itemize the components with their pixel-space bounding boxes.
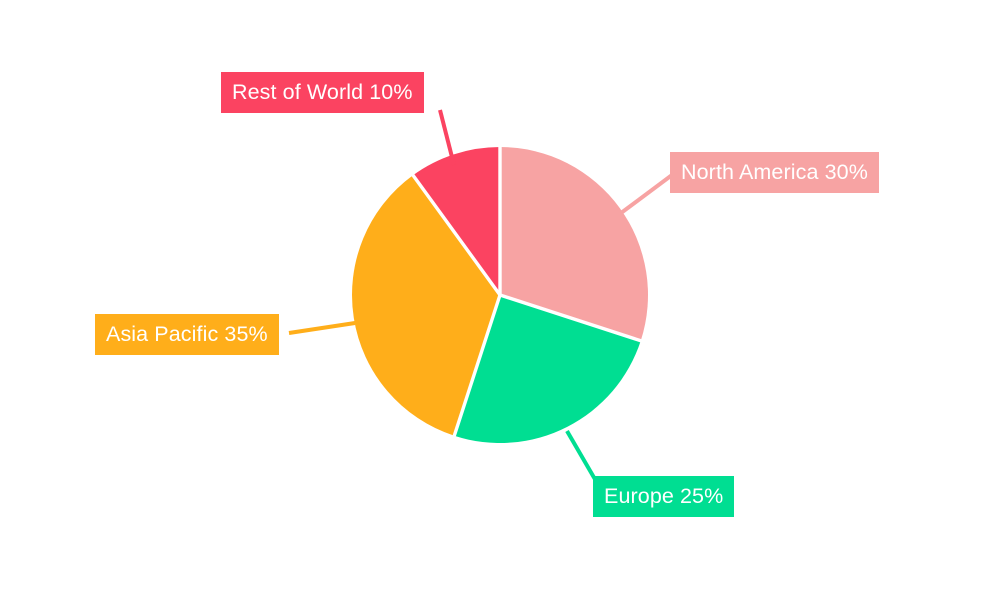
leader-line-europe xyxy=(565,429,598,483)
pie-slice-separators xyxy=(411,145,643,438)
separator-europe-asia-pacific xyxy=(452,293,502,438)
pie-slice-north-america[interactable] xyxy=(500,147,649,341)
leader-lines xyxy=(288,109,674,483)
pie-label-rest-of-world-text: Rest of World 10% xyxy=(232,80,413,104)
leader-line-asia-pacific xyxy=(288,321,356,335)
separator-north-america-europe xyxy=(498,293,643,343)
pie-label-europe-text: Europe 25% xyxy=(604,484,724,508)
leader-line-rest-of-world xyxy=(438,109,456,166)
pie-slice-rest-of-world[interactable] xyxy=(413,147,500,295)
separator-asia-pacific-rest-of-world xyxy=(411,173,502,297)
pie-label-north-america-text: North America 30% xyxy=(681,160,868,184)
pie-label-asia-pacific-text: Asia Pacific 35% xyxy=(106,322,268,346)
pie-slice-asia-pacific[interactable] xyxy=(352,175,500,436)
pie-label-north-america[interactable]: North America 30% xyxy=(670,152,879,193)
leader-line-north-america xyxy=(619,173,674,215)
pie-label-asia-pacific[interactable]: Asia Pacific 35% xyxy=(95,314,279,355)
pie-label-europe[interactable]: Europe 25% xyxy=(593,476,735,517)
pie-slice-europe[interactable] xyxy=(454,295,641,444)
pie-slices xyxy=(352,147,649,444)
pie-label-rest-of-world[interactable]: Rest of World 10% xyxy=(221,72,424,113)
